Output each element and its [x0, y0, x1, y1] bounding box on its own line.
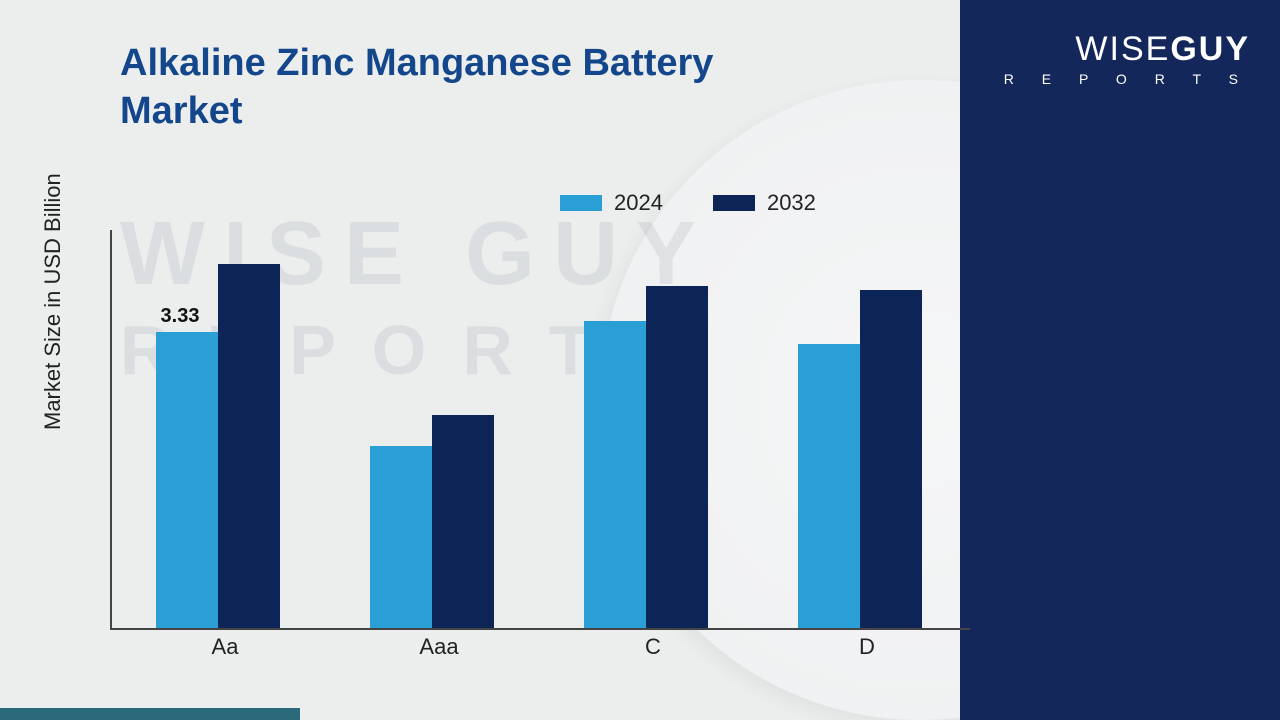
logo-text-guy: GUY: [1170, 30, 1250, 68]
right-panel: [960, 0, 1280, 720]
legend-item-2024: 2024: [560, 190, 663, 216]
bar: [860, 290, 922, 628]
category-label: D: [792, 634, 942, 660]
page: WISE GUY REPORTS Alkaline Zinc Manganese…: [0, 0, 1280, 720]
value-label: 3.33: [140, 305, 220, 328]
bar: [432, 415, 494, 628]
legend-swatch-2024: [560, 195, 602, 211]
bar: [218, 264, 280, 628]
bar: [370, 446, 432, 628]
category-label: Aaa: [364, 634, 514, 660]
logo-sub: R E P O R T S: [1004, 71, 1250, 87]
category-label: C: [578, 634, 728, 660]
category-label: Aa: [150, 634, 300, 660]
bar-chart: AaAaaCD3.33: [90, 230, 970, 650]
legend-label-2032: 2032: [767, 190, 816, 216]
legend-label-2024: 2024: [614, 190, 663, 216]
chart-title: Alkaline Zinc Manganese Battery Market: [120, 40, 840, 135]
logo-text-wise: WISE: [1075, 30, 1170, 68]
plot-area: AaAaaCD3.33: [110, 230, 970, 630]
bar: [584, 321, 646, 628]
bottom-accent-bar: [0, 708, 300, 720]
legend: 2024 2032: [560, 190, 816, 216]
bar: [156, 332, 218, 628]
legend-item-2032: 2032: [713, 190, 816, 216]
brand-logo: WISEGUY R E P O R T S: [1004, 30, 1250, 87]
legend-swatch-2032: [713, 195, 755, 211]
bar: [798, 344, 860, 628]
y-axis-label: Market Size in USD Billion: [40, 173, 66, 430]
bar: [646, 286, 708, 628]
logo-main: WISEGUY: [1004, 30, 1250, 69]
